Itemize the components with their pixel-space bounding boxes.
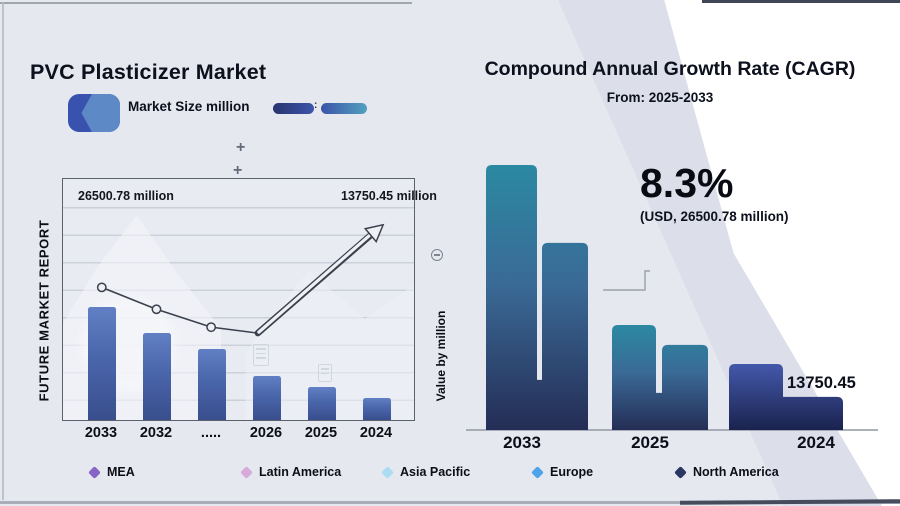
trend-overlay xyxy=(96,223,385,337)
year-label-2033: 2033 xyxy=(503,433,541,452)
legend-label: Latin America xyxy=(259,465,342,479)
year-label-2026: 2026 xyxy=(249,425,283,441)
frame-line-left xyxy=(2,2,4,500)
trend-marker xyxy=(151,304,162,315)
market-size-logo-icon xyxy=(68,94,120,132)
market-bar-2024 xyxy=(363,397,391,420)
year-label-2024: 2024 xyxy=(797,433,835,452)
legend-item-asia-pacific: Asia Pacific xyxy=(381,465,471,479)
cagr-bar-group-2024 xyxy=(729,364,843,430)
plus-icon: + xyxy=(236,139,246,156)
legend-marker-icon xyxy=(674,465,687,479)
frame-line-top-left xyxy=(0,2,412,4)
value-annotation-2033: 26500.78 million xyxy=(78,189,174,203)
legend-item-mea: MEA xyxy=(88,465,135,479)
year-label-2032: 2032 xyxy=(139,425,173,441)
ratio-pill-teal xyxy=(321,103,367,114)
year-label-.....: ..... xyxy=(200,425,222,441)
legend-item-europe: Europe xyxy=(531,465,594,479)
legend-label: Europe xyxy=(550,465,594,479)
year-label-2025: 2025 xyxy=(631,433,669,452)
cagr-subtitle: From: 2025-2033 xyxy=(606,90,714,105)
trend-line xyxy=(101,286,258,334)
market-bar-2033 xyxy=(88,307,116,420)
legend-item-latin-america: Latin America xyxy=(240,465,342,479)
cagr-value: 8.3% xyxy=(640,160,734,206)
cagr-annotation-2024: 13750.45 xyxy=(787,374,856,392)
market-size-label: Market Size million xyxy=(128,99,250,114)
plus-icon: + xyxy=(233,162,243,179)
cagr-bar-group-2025 xyxy=(612,325,708,430)
clipboard-watermark-icon xyxy=(253,344,269,366)
cagr-title: Compound Annual Growth Rate (CAGR) xyxy=(484,58,856,80)
frame-line-top-right xyxy=(702,0,900,3)
value-annotation-2024: 13750.45 million xyxy=(341,189,437,203)
market-bar-2025 xyxy=(308,387,336,420)
market-bar-2032 xyxy=(143,333,171,420)
market-size-chart xyxy=(62,178,415,421)
minus-circle-icon xyxy=(431,249,443,261)
step-annotation-line xyxy=(603,270,650,291)
market-bar-..... xyxy=(198,349,226,420)
trend-arrowhead-icon xyxy=(363,223,385,244)
future-market-report-label: FUTURE MARKET REPORT xyxy=(36,219,52,402)
ratio-pill-dark xyxy=(273,103,314,114)
frame-line-bottom xyxy=(0,501,900,504)
legend-label: Asia Pacific xyxy=(400,465,471,479)
legend-marker-icon xyxy=(88,465,101,479)
value-axis-label: Value by million xyxy=(434,310,448,402)
legend-marker-icon xyxy=(381,465,394,479)
trend-marker xyxy=(206,322,217,333)
cagr-bar-group-2033 xyxy=(486,165,588,430)
legend-label: MEA xyxy=(107,465,135,479)
cagr-basis-note: (USD, 26500.78 million) xyxy=(640,209,789,224)
legend-label: North America xyxy=(693,465,779,479)
legend-marker-icon xyxy=(531,465,544,479)
ratio-separator: : xyxy=(314,100,318,111)
logo-facet xyxy=(81,94,120,132)
legend-marker-icon xyxy=(240,465,253,479)
left-chart-title: PVC Plasticizer Market xyxy=(30,60,267,84)
cagr-chart xyxy=(466,165,878,431)
year-label-2033: 2033 xyxy=(84,425,118,441)
clipboard-watermark-icon xyxy=(318,364,332,382)
market-bar-2026 xyxy=(253,376,281,420)
trend-marker xyxy=(96,282,107,293)
year-label-2025: 2025 xyxy=(304,425,338,441)
legend-item-north-america: North America xyxy=(674,465,779,479)
year-label-2024: 2024 xyxy=(359,425,393,441)
trend-arrow-fill xyxy=(257,234,371,334)
